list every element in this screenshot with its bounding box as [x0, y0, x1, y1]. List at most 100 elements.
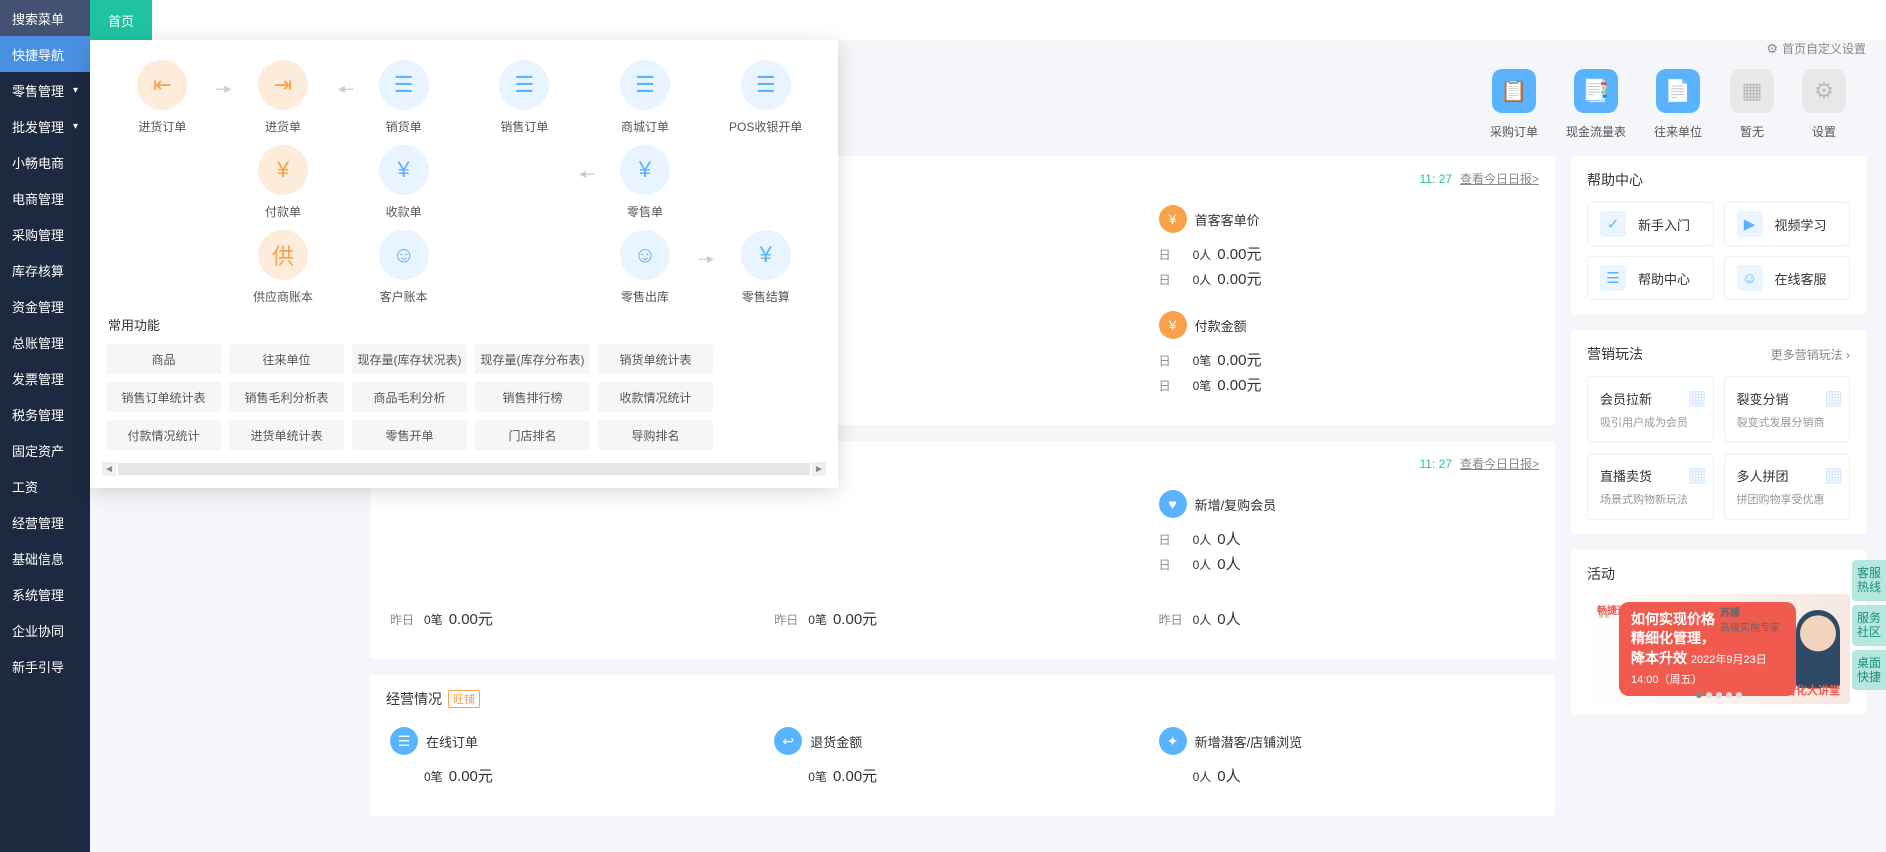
shortcut-icon: 📑 — [1574, 69, 1618, 113]
common-function-button[interactable]: 销货单统计表 — [598, 344, 713, 374]
banner-speaker: 苏娜 高级实施专家 — [1720, 604, 1780, 634]
flow-node[interactable]: ¥零售结算 — [705, 230, 826, 305]
sidebar-item[interactable]: 新手引导 — [0, 648, 90, 684]
common-function-button[interactable]: 收款情况统计 — [598, 382, 713, 412]
flow-node[interactable]: ☺零售出库······▸ — [585, 230, 706, 305]
help-button[interactable]: ✓新手入门 — [1587, 202, 1714, 246]
sidebar-item[interactable]: 发票管理 — [0, 360, 90, 396]
marketing-card-item[interactable]: ▦裂变分销裂变式发展分销商 — [1724, 376, 1851, 443]
common-function-button[interactable]: 商品毛利分析 — [352, 382, 467, 412]
sidebar-item[interactable]: 系统管理 — [0, 576, 90, 612]
sidebar-item[interactable]: 税务管理 — [0, 396, 90, 432]
sidebar-item[interactable]: 企业协同 — [0, 612, 90, 648]
float-badge[interactable]: 服务社区 — [1852, 605, 1886, 646]
sidebar-item[interactable]: 采购管理 — [0, 216, 90, 252]
flow-label: 零售出库 — [621, 288, 669, 305]
float-badge[interactable]: 客服热线 — [1852, 560, 1886, 601]
daily-report-link[interactable]: 查看今日日报> — [1460, 455, 1539, 472]
common-function-button[interactable]: 现存量(库存分布表) — [475, 344, 590, 374]
flow-node[interactable]: ☰销售订单 — [464, 60, 585, 135]
flyout-scrollbar[interactable]: ◄ ► — [102, 462, 826, 476]
sidebar-item[interactable]: 零售管理▾ — [0, 72, 90, 108]
flow-node[interactable]: ¥收款单···▸ — [343, 145, 464, 220]
common-function-button[interactable]: 付款情况统计 — [106, 420, 221, 450]
main: 首页 ⇤进货订单······▸⇥进货单···▸☰销货单◂·········▸☰销… — [90, 0, 1886, 852]
daily-report-link[interactable]: 查看今日日报> — [1460, 170, 1539, 187]
activity-banner[interactable]: 畅捷通 “ 如何实现价格 精细化管理， 降本升效 2022年9月23日 14:0… — [1587, 594, 1850, 704]
mkt-title: 多人拼团 — [1737, 466, 1838, 485]
common-function-button[interactable]: 商品 — [106, 344, 221, 374]
stat-line: 日0人0人 — [1159, 528, 1535, 549]
common-function-button[interactable]: 销售毛利分析表 — [229, 382, 344, 412]
common-function-button[interactable]: 销售订单统计表 — [106, 382, 221, 412]
sidebar-item[interactable]: 批发管理▾ — [0, 108, 90, 144]
shortcut[interactable]: 📑现金流量表 — [1566, 69, 1626, 140]
shortcut[interactable]: 📋采购订单 — [1490, 69, 1538, 140]
caret-down-icon: ▾ — [73, 85, 78, 96]
flow-label: 销售订单 — [500, 118, 548, 135]
stat-label: 首客客单价 — [1195, 210, 1260, 229]
flow-icon: ⇤ — [137, 60, 187, 110]
deco-icon: ▦ — [1688, 385, 1707, 410]
flow-node[interactable]: ⇤进货订单······▸ — [102, 60, 223, 135]
scroll-left-icon[interactable]: ◄ — [102, 462, 116, 476]
activity-title: 活动 — [1587, 564, 1850, 584]
arrow-down-icon: ···▸ — [397, 205, 411, 211]
sidebar-item[interactable]: 总账管理 — [0, 324, 90, 360]
marketing-more-link[interactable]: 更多营销玩法 — [1771, 346, 1850, 363]
stat-icon: ✦ — [1159, 727, 1187, 755]
stat-line: 昨日0人0人 — [1159, 608, 1535, 629]
help-button[interactable]: ▶视频学习 — [1724, 202, 1851, 246]
sidebar-item[interactable]: 电商管理 — [0, 180, 90, 216]
common-function-button[interactable]: 进货单统计表 — [229, 420, 344, 450]
marketing-card-item[interactable]: ▦多人拼团拼团购物享受优惠 — [1724, 453, 1851, 520]
arrow-left-icon: ◂······ — [579, 165, 593, 182]
flow-node[interactable]: ¥零售单◂·········▸ — [585, 145, 706, 220]
common-function-button[interactable]: 现存量(库存状况表) — [352, 344, 467, 374]
sidebar-item[interactable]: 固定资产 — [0, 432, 90, 468]
common-function-button[interactable]: 门店排名 — [475, 420, 590, 450]
flow-node[interactable]: ☰销货单◂·········▸ — [343, 60, 464, 135]
marketing-card-item[interactable]: ▦直播卖货场景式购物新玩法 — [1587, 453, 1714, 520]
sidebar-search[interactable]: 搜索菜单 — [0, 0, 90, 36]
marketing-card-item[interactable]: ▦会员拉新吸引用户成为会员 — [1587, 376, 1714, 443]
shortcut[interactable]: ⚙设置 — [1802, 69, 1846, 140]
flow-icon: ¥ — [258, 145, 308, 195]
stat-block: ✦新增潜客/店铺浏览0人0人 — [1155, 721, 1539, 802]
stat-line: 0笔0.00元 — [390, 765, 766, 786]
sidebar-item[interactable]: 快捷导航 — [0, 36, 90, 72]
help-label: 新手入门 — [1638, 215, 1690, 234]
shortcut-label: 往来单位 — [1654, 123, 1702, 140]
flow-node[interactable]: ¥付款单···▸ — [223, 145, 344, 220]
flow-node[interactable]: ☺客户账本 — [343, 230, 464, 305]
customize-home-link[interactable]: 首页自定义设置 — [1766, 40, 1866, 57]
sidebar-item[interactable]: 资金管理 — [0, 288, 90, 324]
tab-home[interactable]: 首页 — [90, 0, 152, 40]
common-function-button[interactable]: 零售开单 — [352, 420, 467, 450]
sidebar-item[interactable]: 工资 — [0, 468, 90, 504]
deco-icon: ▦ — [1824, 462, 1843, 487]
flow-node[interactable]: ⇥进货单···▸ — [223, 60, 344, 135]
help-button[interactable]: ☺在线客服 — [1724, 256, 1851, 300]
help-button[interactable]: ☰帮助中心 — [1587, 256, 1714, 300]
flow-node[interactable]: ☰商城订单 — [585, 60, 706, 135]
shortcut-label: 暂无 — [1740, 123, 1764, 140]
scroll-right-icon[interactable]: ► — [812, 462, 826, 476]
sidebar-item[interactable]: 经营管理 — [0, 504, 90, 540]
common-function-button[interactable]: 销售排行榜 — [475, 382, 590, 412]
sidebar: 搜索菜单 快捷导航零售管理▾批发管理▾小畅电商电商管理采购管理库存核算资金管理总… — [0, 0, 90, 852]
sidebar-item[interactable]: 基础信息 — [0, 540, 90, 576]
carousel-dots[interactable] — [1696, 692, 1742, 698]
stat-line: 日0笔0.00元 — [1159, 349, 1535, 370]
sidebar-item[interactable]: 库存核算 — [0, 252, 90, 288]
flow-icon: ⇥ — [258, 60, 308, 110]
flow-node[interactable]: 供供应商账本 — [223, 230, 344, 305]
shortcut[interactable]: 📄往来单位 — [1654, 69, 1702, 140]
shortcut[interactable]: ▦暂无 — [1730, 69, 1774, 140]
flow-node[interactable]: ☰POS收银开单 — [705, 60, 826, 135]
flow-label: 零售结算 — [742, 288, 790, 305]
common-function-button[interactable]: 导购排名 — [598, 420, 713, 450]
float-badge[interactable]: 桌面快捷 — [1852, 650, 1886, 691]
sidebar-item[interactable]: 小畅电商 — [0, 144, 90, 180]
common-function-button[interactable]: 往来单位 — [229, 344, 344, 374]
